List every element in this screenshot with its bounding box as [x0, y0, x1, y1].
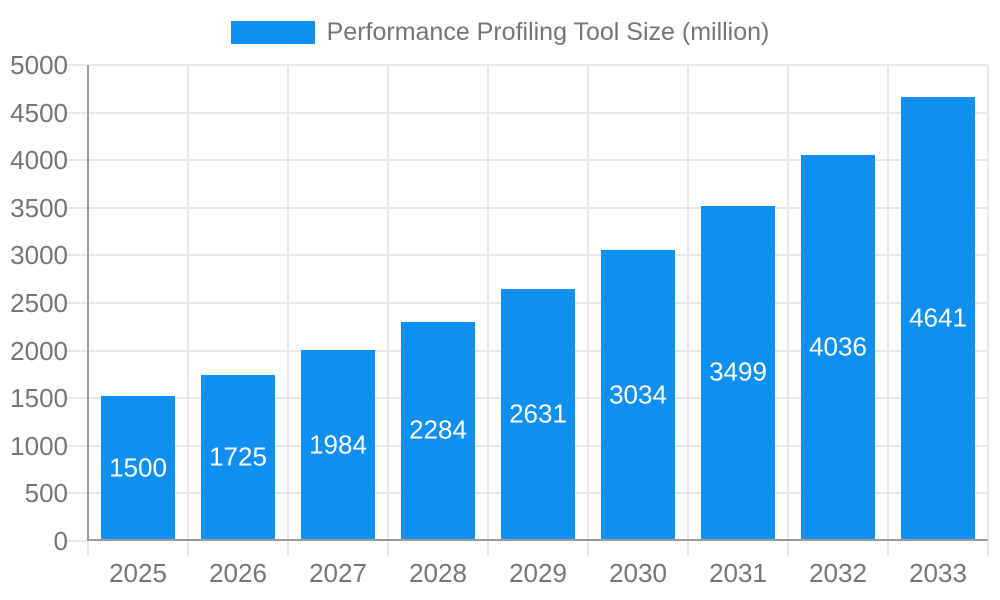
y-tick [66, 540, 88, 542]
h-gridline [66, 206, 988, 209]
bar[interactable]: 1725 [201, 374, 275, 539]
bar-value-label: 4036 [809, 331, 867, 362]
y-axis-label: 1000 [10, 430, 68, 461]
x-axis-label: 2030 [609, 558, 667, 588]
y-axis-label: 3500 [10, 192, 68, 223]
y-axis-line [87, 65, 89, 541]
bar[interactable]: 2631 [501, 288, 575, 539]
x-axis-label: 2032 [809, 558, 867, 588]
bar-value-label: 1500 [109, 452, 167, 483]
bar[interactable]: 3499 [701, 205, 775, 539]
bar[interactable]: 1500 [101, 396, 175, 539]
legend-swatch [230, 20, 315, 44]
bar[interactable]: 1984 [301, 350, 375, 539]
v-gridline [687, 65, 689, 556]
x-axis-label: 2026 [209, 558, 267, 588]
bar-value-label: 3499 [709, 356, 767, 387]
plot-area: 1500 1725 1984 2284 2631 3034 3499 4036 4641 [66, 64, 989, 556]
x-axis-label: 2025 [109, 558, 167, 588]
bar-value-label: 4641 [909, 302, 967, 333]
h-gridline [66, 64, 988, 66]
x-axis-label: 2027 [309, 558, 367, 588]
bar[interactable]: 4641 [901, 97, 975, 539]
x-axis-line [88, 539, 988, 541]
x-axis-label: 2031 [709, 558, 767, 588]
bar-value-label: 1984 [309, 429, 367, 460]
y-axis-label: 2500 [10, 288, 68, 318]
bar[interactable]: 2284 [401, 321, 475, 539]
y-axis-label: 500 [24, 478, 68, 509]
legend-label: Performance Profiling Tool Size (million… [326, 18, 770, 46]
h-gridline [66, 111, 988, 114]
x-axis-label: 2028 [409, 558, 467, 588]
v-gridline [587, 65, 589, 556]
y-axis-label: 5000 [10, 50, 68, 80]
v-gridline [887, 65, 889, 556]
v-gridline [987, 65, 989, 556]
legend-item[interactable]: Performance Profiling Tool Size (million… [0, 18, 1000, 46]
bar[interactable]: 3034 [601, 250, 675, 539]
y-axis-label: 1500 [10, 383, 68, 414]
x-axis-label: 2033 [909, 558, 967, 588]
bar-value-label: 3034 [609, 379, 667, 410]
h-gridline [66, 254, 988, 257]
v-gridline [487, 65, 489, 556]
bar[interactable]: 4036 [801, 154, 875, 539]
y-axis-label: 4000 [10, 145, 68, 176]
y-axis-label: 4500 [10, 97, 68, 128]
v-gridline [187, 65, 189, 556]
v-gridline [387, 65, 389, 556]
y-axis-label: 2000 [10, 335, 68, 366]
bar-value-label: 2284 [409, 414, 467, 445]
v-gridline [287, 65, 289, 556]
bar-value-label: 1725 [209, 441, 267, 472]
y-axis-label: 0 [53, 526, 68, 556]
bar-value-label: 2631 [509, 398, 567, 429]
h-gridline [66, 159, 988, 162]
x-axis-label: 2029 [509, 558, 567, 588]
v-gridline [787, 65, 789, 556]
y-axis-label: 3000 [10, 240, 68, 271]
